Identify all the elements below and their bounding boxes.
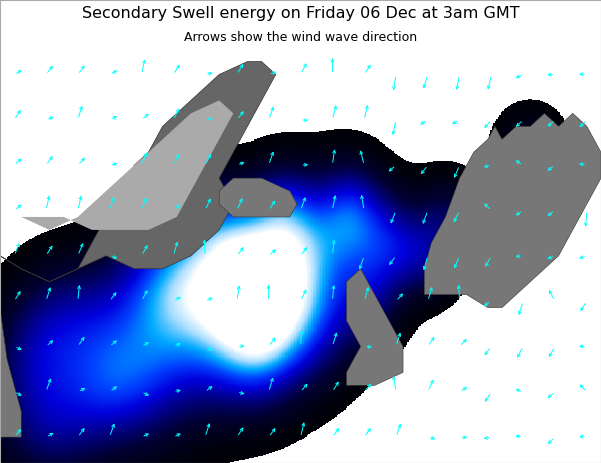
- Polygon shape: [219, 178, 297, 217]
- Polygon shape: [346, 269, 403, 385]
- Polygon shape: [21, 100, 233, 230]
- Polygon shape: [0, 62, 276, 282]
- Polygon shape: [0, 256, 21, 437]
- Text: Arrows show the wind wave direction: Arrows show the wind wave direction: [184, 31, 417, 44]
- Text: Secondary Swell energy on Friday 06 Dec at 3am GMT: Secondary Swell energy on Friday 06 Dec …: [82, 6, 519, 21]
- Polygon shape: [424, 113, 601, 307]
